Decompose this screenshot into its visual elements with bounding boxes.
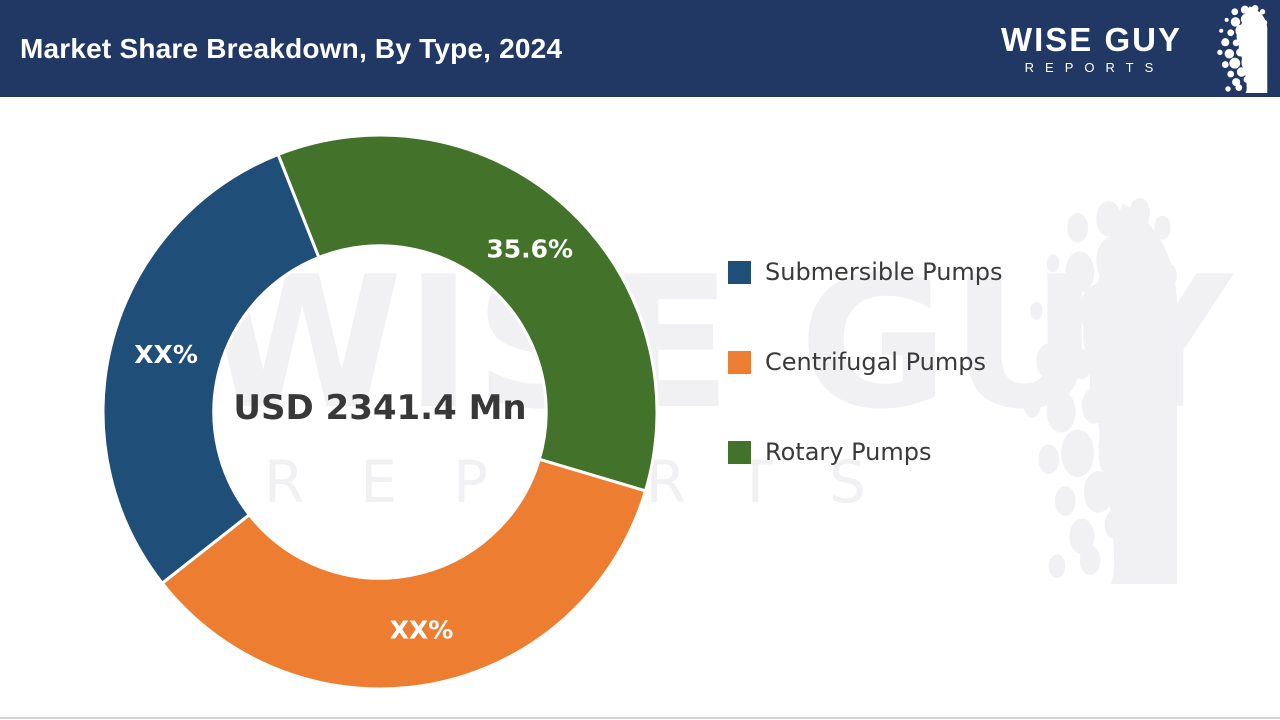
bottom-divider [0, 717, 1280, 719]
donut-chart: 35.6% XX% XX% [101, 133, 659, 691]
slice-label: 35.6% [486, 234, 573, 263]
watermark-face-icon [933, 198, 1181, 588]
legend-label: Rotary Pumps [765, 437, 932, 466]
legend-item-centrifugal-pumps: Centrifugal Pumps [728, 346, 1003, 378]
legend-swatch [728, 260, 751, 284]
pie-slice-submersible-pumps [101, 152, 321, 585]
slice-label: XX% [390, 615, 454, 644]
pie-slice-rotary-pumps [276, 133, 659, 493]
header-bar: Market Share Breakdown, By Type, 2024 WI… [0, 0, 1280, 97]
logo-subtitle: REPORTS [1024, 59, 1165, 75]
legend-swatch [728, 350, 751, 374]
legend: Submersible Pumps Centrifugal Pumps Rotary… [728, 256, 1003, 526]
chart-center-value: USD 2341.4 Mn [233, 388, 527, 428]
legend-item-rotary-pumps: Rotary Pumps [728, 436, 1003, 468]
legend-item-submersible-pumps: Submersible Pumps [728, 256, 1003, 288]
slice-label: XX% [134, 340, 198, 369]
legend-label: Centrifugal Pumps [765, 347, 986, 376]
page-title: Market Share Breakdown, By Type, 2024 [20, 32, 563, 64]
logo-face-icon [1186, 4, 1270, 93]
pie-slice-centrifugal-pumps [160, 457, 648, 691]
logo-wordmark: WISE GUY [1000, 20, 1182, 58]
legend-swatch [728, 440, 751, 464]
legend-label: Submersible Pumps [765, 257, 1003, 286]
wiseguy-logo: WISE GUY REPORTS [1001, 4, 1270, 93]
logo-text: WISE GUY REPORTS [1001, 23, 1182, 75]
